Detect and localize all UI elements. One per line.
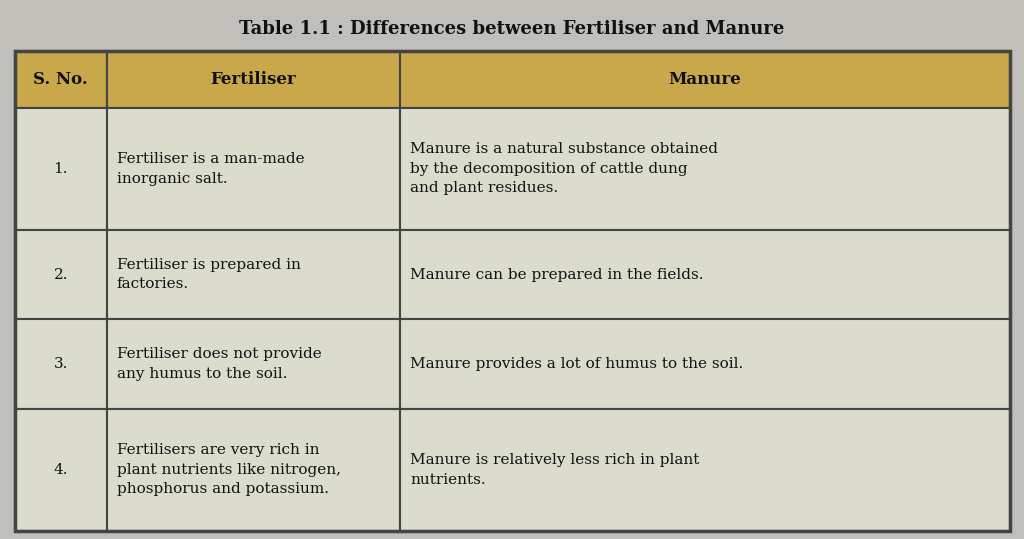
Bar: [106, 409, 400, 531]
Bar: [15, 230, 106, 320]
Bar: [400, 108, 1010, 230]
Bar: [400, 230, 1010, 320]
Text: 2.: 2.: [53, 268, 68, 282]
Text: Fertiliser does not provide
any humus to the soil.: Fertiliser does not provide any humus to…: [117, 348, 322, 381]
Bar: [15, 320, 106, 409]
Bar: [106, 320, 400, 409]
Bar: [15, 51, 106, 108]
Text: 4.: 4.: [53, 463, 68, 477]
Bar: [106, 108, 400, 230]
Bar: [106, 230, 400, 320]
Text: Manure: Manure: [669, 71, 741, 88]
Text: Manure provides a lot of humus to the soil.: Manure provides a lot of humus to the so…: [410, 357, 743, 371]
Text: Manure can be prepared in the fields.: Manure can be prepared in the fields.: [410, 268, 703, 282]
Text: 3.: 3.: [53, 357, 68, 371]
Text: Manure is relatively less rich in plant
nutrients.: Manure is relatively less rich in plant …: [410, 453, 699, 487]
Bar: [15, 51, 1010, 531]
Bar: [400, 51, 1010, 108]
Text: Fertiliser is prepared in
factories.: Fertiliser is prepared in factories.: [117, 258, 300, 292]
Text: Fertilisers are very rich in
plant nutrients like nitrogen,
phosphorus and potas: Fertilisers are very rich in plant nutri…: [117, 444, 341, 496]
Text: Fertiliser is a man-made
inorganic salt.: Fertiliser is a man-made inorganic salt.: [117, 152, 304, 186]
Text: Manure is a natural substance obtained
by the decomposition of cattle dung
and p: Manure is a natural substance obtained b…: [410, 142, 718, 196]
Text: Fertiliser: Fertiliser: [210, 71, 296, 88]
Bar: [106, 51, 400, 108]
Bar: [400, 409, 1010, 531]
Text: S. No.: S. No.: [34, 71, 88, 88]
Bar: [15, 409, 106, 531]
Text: Table 1.1 : Differences between Fertiliser and Manure: Table 1.1 : Differences between Fertilis…: [240, 20, 784, 38]
Bar: [400, 320, 1010, 409]
Text: 1.: 1.: [53, 162, 68, 176]
Bar: [15, 108, 106, 230]
